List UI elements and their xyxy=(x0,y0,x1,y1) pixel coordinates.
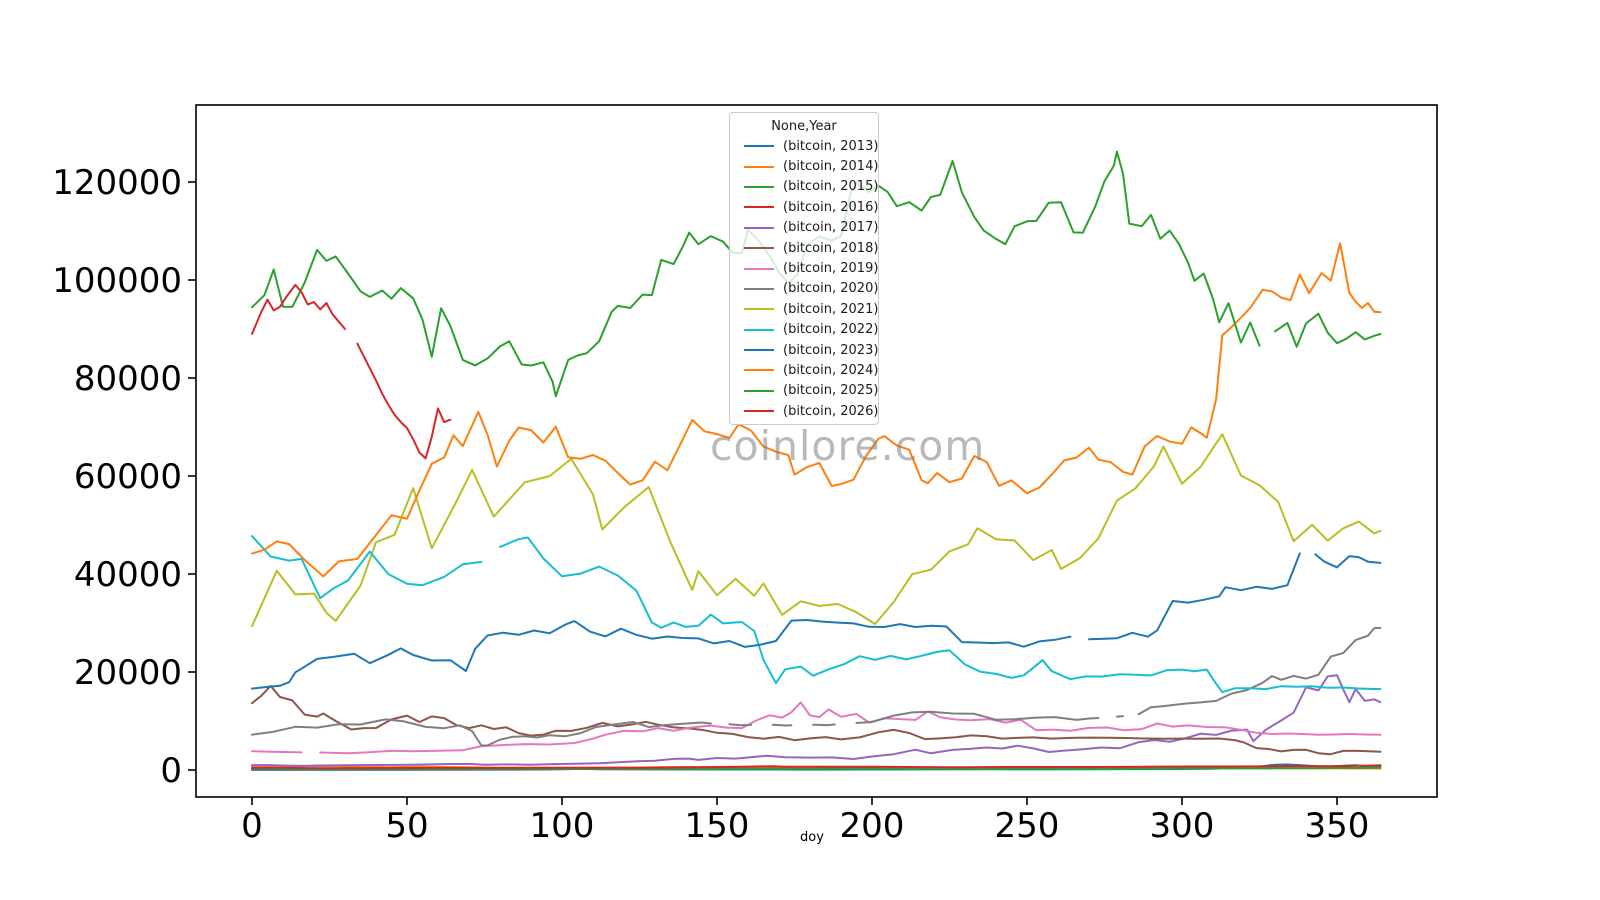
legend-item: (bitcoin, 2015) xyxy=(730,177,878,197)
x-tick-label: 50 xyxy=(385,806,428,846)
legend-line-swatch xyxy=(744,349,774,352)
x-tick-label: 100 xyxy=(530,806,595,846)
series-line-2016 xyxy=(251,764,1382,770)
legend-item: (bitcoin, 2021) xyxy=(730,299,878,319)
legend-item-label: (bitcoin, 2021) xyxy=(783,301,879,317)
legend-item-label: (bitcoin, 2018) xyxy=(783,240,879,256)
legend-item-label: (bitcoin, 2022) xyxy=(783,322,879,338)
legend-item-label: (bitcoin, 2015) xyxy=(783,179,879,195)
series-line-2020 xyxy=(251,626,1382,747)
legend-line-swatch xyxy=(744,226,774,229)
y-tick-label: 0 xyxy=(160,751,182,791)
legend-rows: (bitcoin, 2013) (bitcoin, 2014) (bitcoin, … xyxy=(730,136,878,421)
legend-item: (bitcoin, 2014) xyxy=(730,156,878,176)
series-line-2019 xyxy=(251,701,1382,755)
y-tick-label: 100000 xyxy=(52,261,182,301)
legend-item: (bitcoin, 2013) xyxy=(730,136,878,156)
legend-item-label: (bitcoin, 2016) xyxy=(783,199,879,215)
legend-item-label: (bitcoin, 2017) xyxy=(783,220,879,236)
legend-item-label: (bitcoin, 2024) xyxy=(783,362,879,378)
legend-line-swatch xyxy=(744,389,774,392)
x-tick-label: 250 xyxy=(995,806,1060,846)
y-tick-label: 40000 xyxy=(74,555,182,595)
legend-item: (bitcoin, 2017) xyxy=(730,218,878,238)
legend-item: (bitcoin, 2019) xyxy=(730,258,878,278)
x-axis-label: doy xyxy=(800,830,824,845)
legend-item: (bitcoin, 2026) xyxy=(730,401,878,421)
y-tick-label: 60000 xyxy=(74,457,182,497)
x-tick-label: 300 xyxy=(1150,806,1215,846)
legend-item: (bitcoin, 2024) xyxy=(730,360,878,380)
legend-line-swatch xyxy=(744,247,774,250)
y-tick-label: 80000 xyxy=(74,359,182,399)
legend-item-label: (bitcoin, 2014) xyxy=(783,159,879,175)
series-line-2021 xyxy=(251,433,1382,628)
legend-item: (bitcoin, 2023) xyxy=(730,340,878,360)
legend-line-swatch xyxy=(744,369,774,372)
series-line-2022 xyxy=(251,535,1382,694)
series-line-2017 xyxy=(251,674,1382,767)
watermark: coinlore.com xyxy=(710,422,986,470)
legend-item: (bitcoin, 2018) xyxy=(730,238,878,258)
legend-item-label: (bitcoin, 2020) xyxy=(783,281,879,297)
legend-line-swatch xyxy=(744,165,774,168)
plot-border xyxy=(195,104,1438,798)
legend-item-label: (bitcoin, 2019) xyxy=(783,261,879,277)
legend-line-swatch xyxy=(744,287,774,290)
legend-item-label: (bitcoin, 2026) xyxy=(783,403,879,419)
legend-line-swatch xyxy=(744,206,774,209)
series-line-2026 xyxy=(251,283,452,460)
series-line-2024 xyxy=(251,242,1382,578)
legend: None,Year (bitcoin, 2013) (bitcoin, 2014)… xyxy=(729,112,879,426)
legend-item-label: (bitcoin, 2013) xyxy=(783,138,879,154)
legend-line-swatch xyxy=(744,328,774,331)
legend-line-swatch xyxy=(744,267,774,270)
legend-item-label: (bitcoin, 2023) xyxy=(783,342,879,358)
series-line-2018 xyxy=(251,684,1382,756)
legend-line-swatch xyxy=(744,410,774,413)
legend-item: (bitcoin, 2025) xyxy=(730,381,878,401)
series-line-2023 xyxy=(251,552,1382,690)
x-tick-label: 0 xyxy=(241,806,263,846)
legend-item: (bitcoin, 2016) xyxy=(730,197,878,217)
legend-title: None,Year xyxy=(771,119,837,134)
x-tick-label: 350 xyxy=(1305,806,1370,846)
y-tick-label: 20000 xyxy=(74,653,182,693)
legend-item: (bitcoin, 2022) xyxy=(730,320,878,340)
legend-line-swatch xyxy=(744,145,774,148)
y-tick-label: 120000 xyxy=(52,163,182,203)
legend-item-label: (bitcoin, 2025) xyxy=(783,383,879,399)
legend-line-swatch xyxy=(744,185,774,188)
x-tick-label: 200 xyxy=(840,806,905,846)
legend-line-swatch xyxy=(744,308,774,311)
x-tick-label: 150 xyxy=(685,806,750,846)
legend-item: (bitcoin, 2020) xyxy=(730,279,878,299)
